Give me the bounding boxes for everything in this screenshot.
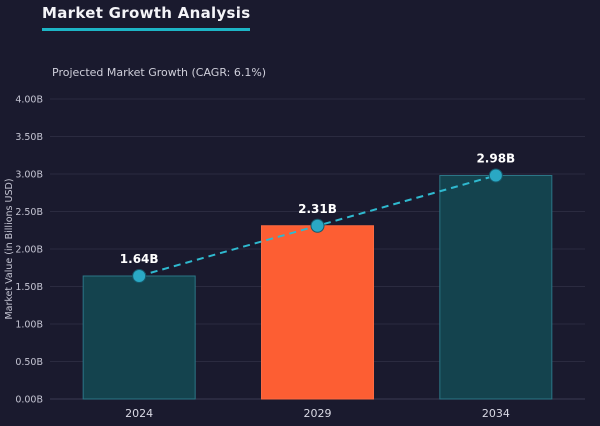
data-point-marker-2029	[310, 218, 325, 233]
data-point-marker-2024	[132, 269, 147, 283]
page-title: Market Growth Analysis	[42, 4, 251, 31]
y-tick-label: 2.00B	[15, 245, 43, 256]
y-axis-title: Market Value (in Billions USD)	[4, 178, 15, 319]
y-tick-label: 1.00B	[15, 320, 43, 331]
data-label-2024: 1.64B	[120, 252, 159, 266]
data-label-2034: 2.98B	[476, 152, 515, 166]
x-axis-label-2034: 2034	[482, 407, 510, 420]
chart-subtitle: Projected Market Growth (CAGR: 6.1%)	[52, 66, 267, 79]
data-point-marker-2034	[488, 168, 503, 183]
y-tick-label: 0.50B	[15, 357, 43, 368]
y-tick-label: 3.00B	[15, 170, 43, 181]
y-tick-label: 4.00B	[15, 95, 43, 106]
y-tick-label: 3.50B	[15, 132, 43, 143]
y-tick-label: 0.00B	[15, 395, 43, 406]
y-tick-label: 1.50B	[15, 282, 43, 293]
x-axis-label-2029: 2029	[304, 407, 332, 420]
data-label-2029: 2.31B	[298, 202, 337, 216]
x-axis-label-2024: 2024	[125, 407, 153, 420]
y-tick-label: 2.50B	[15, 207, 43, 218]
bar-2034	[439, 175, 553, 400]
bar-2024	[82, 275, 196, 400]
bar-2029	[261, 225, 374, 400]
